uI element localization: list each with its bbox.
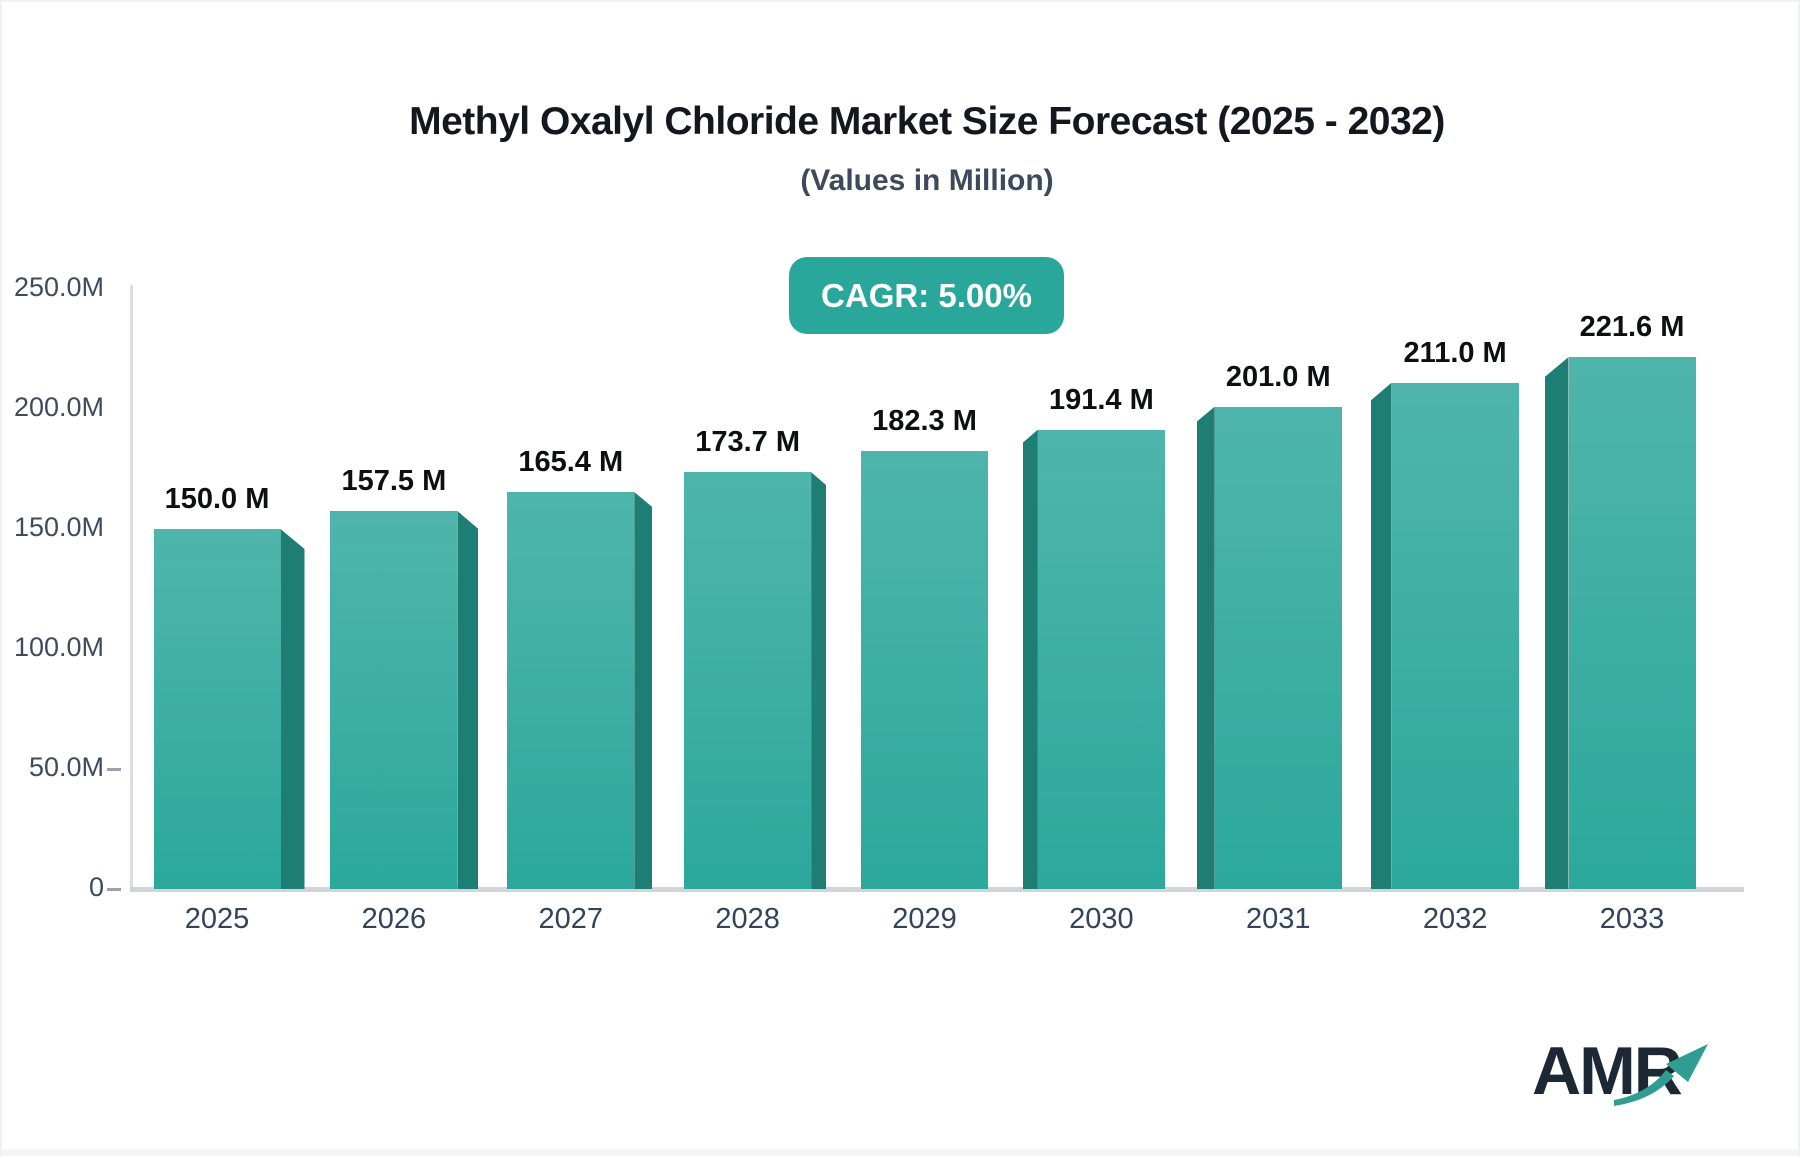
y-axis-tick-mark: [107, 768, 121, 771]
bar-side-face: [634, 492, 653, 889]
bar-2030: [1037, 429, 1165, 889]
cagr-badge-label: CAGR: 5.00%: [821, 276, 1032, 314]
bar-2026: [330, 511, 458, 889]
bottom-border-strip: [2, 1149, 1798, 1156]
x-axis-year-label: 2033: [1599, 903, 1665, 935]
bar-value-label: 182.3 M: [872, 405, 977, 438]
x-axis-year-label: 2032: [1422, 903, 1488, 935]
y-axis-tick-label: 250.0M: [13, 272, 104, 302]
x-axis-year-label: 2030: [1069, 903, 1134, 935]
y-axis-tick-label: 0: [88, 872, 104, 902]
growth-arrow-icon: [1614, 1044, 1708, 1106]
amr-logo: AMR: [1532, 1032, 1782, 1122]
bar-side-face: [1544, 357, 1569, 889]
bar-side-face: [457, 511, 479, 889]
y-axis-tick-label: 50.0M: [28, 752, 104, 782]
bar-value-label: 150.0 M: [164, 483, 270, 515]
bar-value-label: 221.6 M: [1579, 311, 1685, 344]
chart-title: Methyl Oxalyl Chloride Market Size Forec…: [409, 100, 1445, 143]
bar-2033: [1568, 357, 1696, 889]
bar-value-label: 201.0 M: [1225, 360, 1331, 393]
amr-logo-text: AMR: [1532, 1033, 1683, 1109]
x-axis-year-label: 2027: [538, 903, 603, 935]
x-axis-year-label: 2028: [715, 903, 780, 935]
bar-value-label: 173.7 M: [695, 426, 801, 459]
bar-2025: [153, 529, 281, 889]
bar-2031: [1214, 406, 1342, 889]
bar-side-face: [811, 472, 827, 889]
bar-2028: [684, 472, 812, 889]
bar-value-label: 211.0 M: [1403, 336, 1507, 369]
bar-side-face: [1370, 382, 1392, 889]
bar-2027: [507, 492, 635, 889]
bar-side-face: [1022, 429, 1038, 889]
bar-value-label: 165.4 M: [518, 446, 624, 479]
bar-2029: [861, 451, 988, 889]
x-axis-year-label: 2025: [184, 903, 250, 935]
cagr-badge: CAGR: 5.00%: [789, 257, 1064, 334]
x-axis-year-label: 2026: [361, 903, 427, 935]
chart-subtitle: (Values in Million): [800, 164, 1054, 197]
x-axis-baseline: [130, 887, 1744, 892]
y-axis-tick-label: 150.0M: [13, 512, 104, 542]
y-axis-line: [130, 285, 133, 891]
y-axis-tick-mark: [107, 888, 121, 891]
bar-value-label: 191.4 M: [1048, 383, 1154, 416]
y-axis-tick-label: 200.0M: [13, 392, 104, 422]
x-axis-year-label: 2029: [892, 903, 957, 935]
bar-value-label: 157.5 M: [341, 465, 447, 497]
bar-side-face: [1196, 406, 1215, 889]
bar-side-face: [280, 529, 305, 889]
x-axis-year-label: 2031: [1245, 903, 1311, 935]
bar-2032: [1391, 382, 1519, 889]
y-axis-tick-label: 100.0M: [13, 632, 104, 662]
